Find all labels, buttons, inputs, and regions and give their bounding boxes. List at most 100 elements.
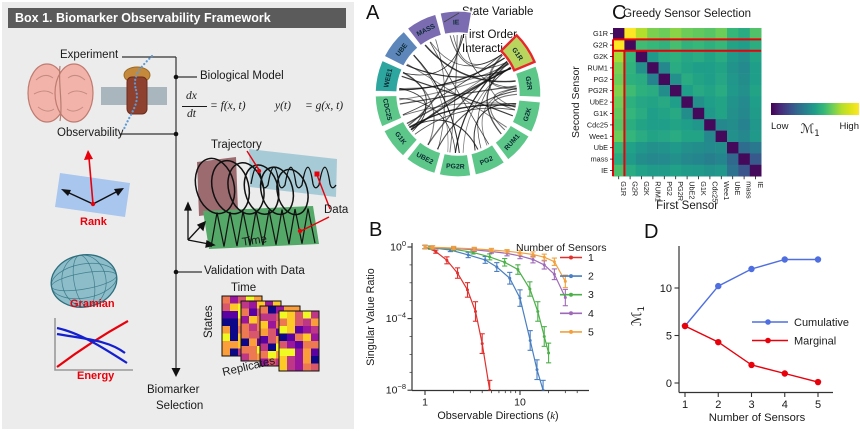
equation-ode: = f(x, t) [210, 100, 246, 112]
second-sensor-tick: Wee1 [589, 132, 608, 141]
observation-plane [249, 149, 337, 197]
legend-entry-label: 4 [588, 308, 594, 320]
second-sensor-tick: PG2 [593, 75, 608, 84]
ring-segment-ie [439, 10, 473, 36]
selection-highlight [612, 38, 762, 177]
ring-segment-label: PG2R [446, 163, 465, 171]
energy-plot [54, 318, 133, 371]
ring-segment-g2k [511, 98, 542, 134]
y-axis-label: ℳ1 [629, 306, 647, 326]
equation-fraction-bar [182, 106, 207, 107]
second-sensor-tick: UbE [594, 143, 608, 152]
series-marginal [684, 325, 819, 383]
legend-entry-label: Marginal [794, 336, 836, 348]
framework-box-title: Box 1. Biomarker Observability Framework [15, 11, 271, 25]
framework-illustration [27, 54, 337, 377]
ring-segment-rum1 [493, 124, 531, 162]
plot-ticks: 1 2 3 4 5 0 5 10 [660, 283, 821, 411]
state-ring: G1RG2RG2KRUM1PG2PG2RUBE2G1KCDC25WEE1UBEM… [374, 10, 542, 178]
legend-title: Number of Sensors [516, 242, 606, 254]
time-projection-wave [210, 208, 316, 248]
first-sensor-tick: UbE [733, 181, 742, 195]
first-sensor-tick: mass [745, 181, 754, 199]
flow-junction-dots [171, 74, 181, 377]
x-tick-label: 10 [514, 397, 526, 409]
biomarker-selection-label-line1: Biomarker [147, 384, 200, 396]
y-tick-label: 0 [666, 378, 672, 390]
flow-arrowhead [171, 368, 181, 377]
second-sensor-tick: UbE2 [590, 98, 608, 107]
rank-diagram [55, 150, 130, 217]
panel-label-b: B [369, 219, 383, 241]
first-sensor-tick: UbE2 [688, 181, 697, 199]
trajectory-label: Trajectory [211, 139, 262, 151]
phase-plane [197, 157, 238, 216]
interaction-chords [399, 34, 518, 154]
gramian-label: Gramian [70, 298, 115, 310]
ring-segment-g1k [382, 120, 419, 158]
second-sensor-tick: G2K [593, 52, 608, 61]
colorbar-low-label: Low [771, 121, 789, 132]
ring-segment-ube [383, 30, 420, 68]
legend: Cumulative Marginal [752, 317, 849, 348]
legend-entry-label: Cumulative [794, 317, 849, 329]
plot-axes [411, 243, 589, 392]
second-sensor-axis-label: Second Sensor [570, 66, 582, 138]
time-validation-label: Time [231, 282, 257, 294]
ring-segment-pg2 [469, 143, 506, 177]
plot-axes [678, 246, 833, 394]
biological-model-label: Biological Model [200, 70, 284, 82]
first-sensor-tick: G1R [619, 181, 628, 196]
gramian-ellipsoid [50, 254, 118, 308]
first-sensor-tick: PG2R [676, 181, 685, 201]
first-sensor-tick: Cdc25 [710, 181, 719, 202]
framework-box-header: Box 1. Biomarker Observability Framework [8, 8, 346, 28]
trajectory-annotations [246, 150, 331, 234]
state-variable-pointer-line [443, 12, 460, 23]
x-tick-label: 3 [748, 399, 754, 411]
first-sensor-tick: PG2 [665, 181, 674, 196]
first-sensor-tick: G1K [699, 181, 708, 196]
x-tick-label: 2 [715, 399, 721, 411]
panel-label-d: D [644, 221, 659, 243]
biomarker-selection-label-line2: Selection [156, 400, 204, 412]
trajectory-3d-axes [184, 201, 216, 248]
second-sensor-tick: Cdc25 [587, 120, 608, 129]
ring-segment-pg2r [438, 152, 472, 178]
validation-stack [221, 295, 320, 372]
legend-entry-label: 5 [588, 326, 594, 338]
ring-segment-cdc25 [374, 94, 403, 128]
second-sensor-tick: IE [601, 166, 608, 175]
series-lines [422, 244, 568, 391]
ring-segment-label: IE [453, 19, 460, 26]
trajectory-coil [259, 166, 295, 216]
y-tick-label: 100 [390, 239, 406, 254]
ring-segment-label: G2R [524, 76, 533, 91]
colorbar [771, 103, 859, 115]
first-sensor-tick: G2K [642, 181, 651, 196]
second-sensor-tick: PG2R [588, 86, 608, 95]
y-tick-label: 10−4 [386, 311, 406, 326]
brain-icon [27, 63, 94, 123]
trajectory-coil [227, 162, 265, 215]
equation-dx: dx [186, 90, 197, 102]
ring-segment-ube2 [405, 140, 442, 175]
validation-label: Validation with Data [204, 265, 305, 277]
chord-diagram: G1RG2RG2KRUM1PG2PG2RUBE2G1KCDC25WEE1UBEM… [374, 10, 542, 178]
trajectory-coil [276, 168, 309, 216]
equation-output: y(t) [275, 100, 291, 112]
first-order-annotation-line1: First Order [462, 29, 517, 41]
ring-segment-g2r [514, 64, 542, 99]
second-sensor-tick: RUM1 [587, 63, 608, 72]
legend-entry-label: 2 [588, 271, 594, 283]
equation-dt: dt [187, 108, 196, 120]
panel-label-a: A [366, 2, 380, 24]
ring-segment-label: WEE1 [383, 68, 394, 89]
x-axis-label: Observable Directions (k) [437, 410, 558, 422]
legend-entry-label: 1 [588, 252, 594, 264]
ring-segment-label: CDC25 [381, 98, 393, 121]
x-tick-label: 4 [782, 399, 788, 411]
legend-entry-label: 3 [588, 289, 594, 301]
